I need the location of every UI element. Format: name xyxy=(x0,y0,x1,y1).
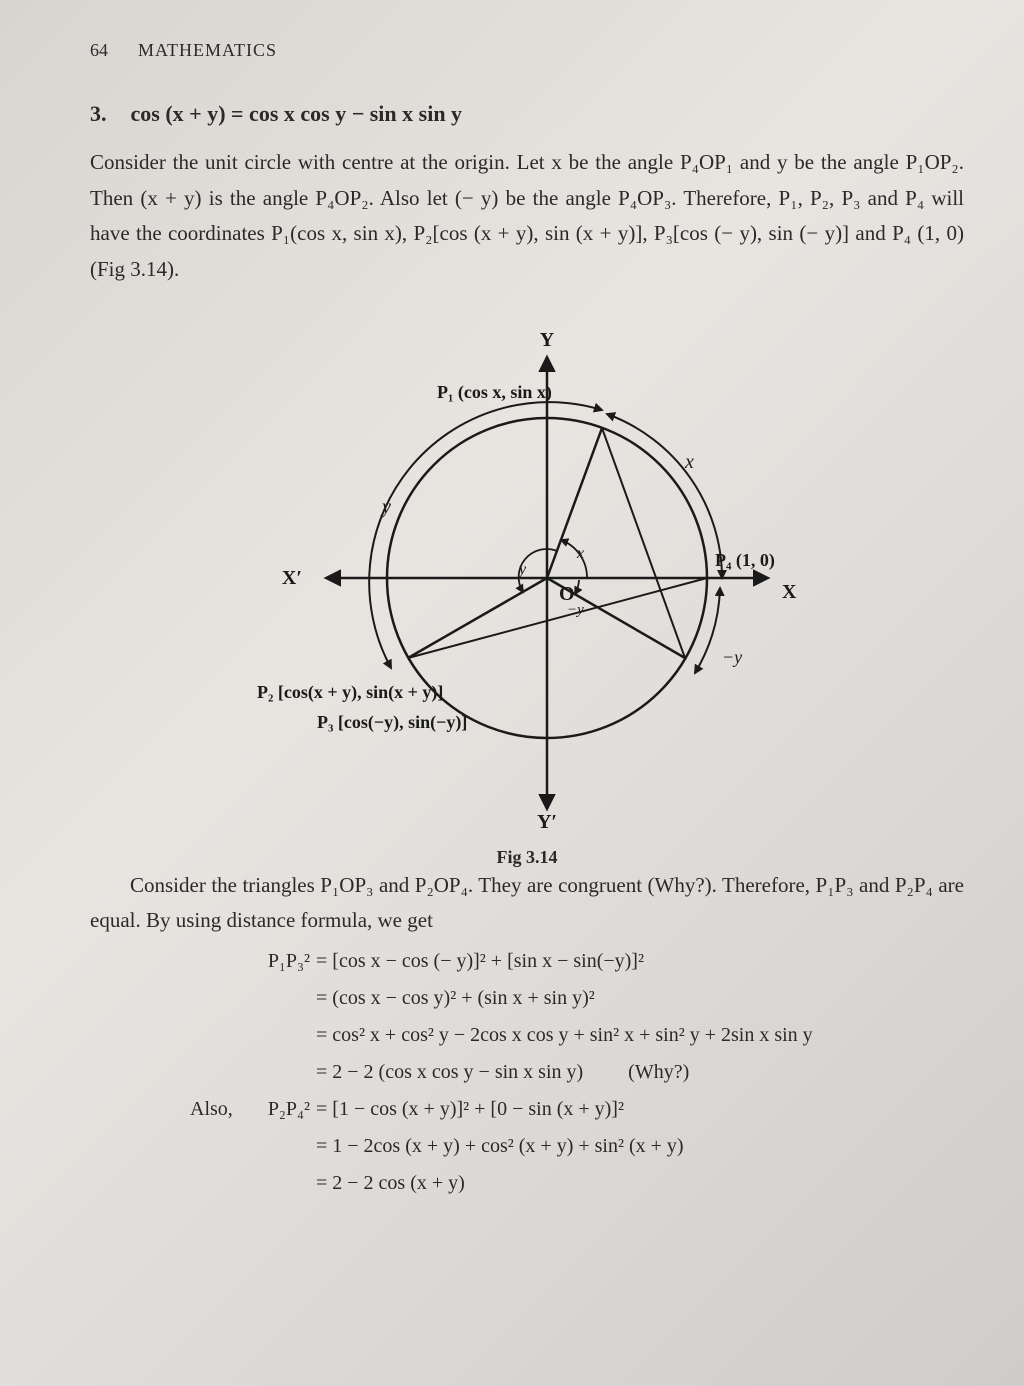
angle-negy-inner: −y xyxy=(567,602,584,618)
figure-caption: Fig 3.14 xyxy=(90,847,964,868)
derivation: P₁P₃² = [cos x − cos (− y)]² + [sin x − … xyxy=(90,943,964,1202)
p2p4-line2: = 1 − 2cos (x + y) + cos² (x + y) + sin²… xyxy=(316,1128,964,1165)
p2p4-line3: = 2 − 2 cos (x + y) xyxy=(316,1165,964,1202)
page-number: 64 xyxy=(90,40,108,61)
why-note: (Why?) xyxy=(588,1061,689,1083)
angle-x-outer: x xyxy=(684,451,694,473)
p1p3-lhs: P₁P₃² xyxy=(190,943,316,980)
item-number: 3. xyxy=(90,101,107,127)
p2-label: P₂ [cos(x + y), sin(x + y)] xyxy=(257,682,443,703)
angle-y-inner: y xyxy=(517,561,527,578)
also-label: Also, xyxy=(190,1091,251,1128)
angle-y-outer: y xyxy=(380,496,391,518)
angle-x-inner: x xyxy=(576,545,584,562)
page-header: 64 MATHEMATICS xyxy=(90,40,964,61)
axis-xp-label: X′ xyxy=(282,567,302,589)
p3-label: P₃ [cos(−y), sin(−y)] xyxy=(317,712,467,733)
axis-yp-label: Y′ xyxy=(537,811,557,833)
p1p3-line3: = cos² x + cos² y − 2cos x cos y + sin² … xyxy=(316,1017,964,1054)
p1p3-line1: = [cos x − cos (− y)]² + [sin x − sin(−y… xyxy=(316,943,964,980)
paragraph-1: Consider the unit circle with centre at … xyxy=(90,145,964,288)
p4-label: P₄ (1, 0) xyxy=(715,550,775,571)
p2p4-line1: = [1 − cos (x + y)]² + [0 − sin (x + y)]… xyxy=(316,1091,964,1128)
p1-label: P₁ (cos x, sin x) xyxy=(437,382,552,403)
axis-y-label: Y xyxy=(540,329,555,351)
item-formula: cos (x + y) = cos x cos y − sin x sin y xyxy=(131,101,463,127)
paragraph-2: Consider the triangles P₁OP₃ and P₂OP₄. … xyxy=(90,868,964,939)
book-title: MATHEMATICS xyxy=(138,40,277,61)
p1p3-line2: = (cos x − cos y)² + (sin x + sin y)² xyxy=(316,980,964,1017)
angle-negy-outer: −y xyxy=(722,647,742,667)
p2p4-lhs: P₂P₄² xyxy=(268,1098,310,1120)
axis-x-label: X xyxy=(782,581,797,603)
item-heading: 3. cos (x + y) = cos x cos y − sin x sin… xyxy=(90,101,964,127)
p1p3-line4: = 2 − 2 (cos x cos y − sin x sin y) xyxy=(316,1061,583,1083)
unit-circle-diagram: Y Y′ X X′ O P₄ (1, 0) P₁ (cos x, sin x) … xyxy=(207,298,847,838)
figure-3-14: Y Y′ X X′ O P₄ (1, 0) P₁ (cos x, sin x) … xyxy=(90,298,964,868)
